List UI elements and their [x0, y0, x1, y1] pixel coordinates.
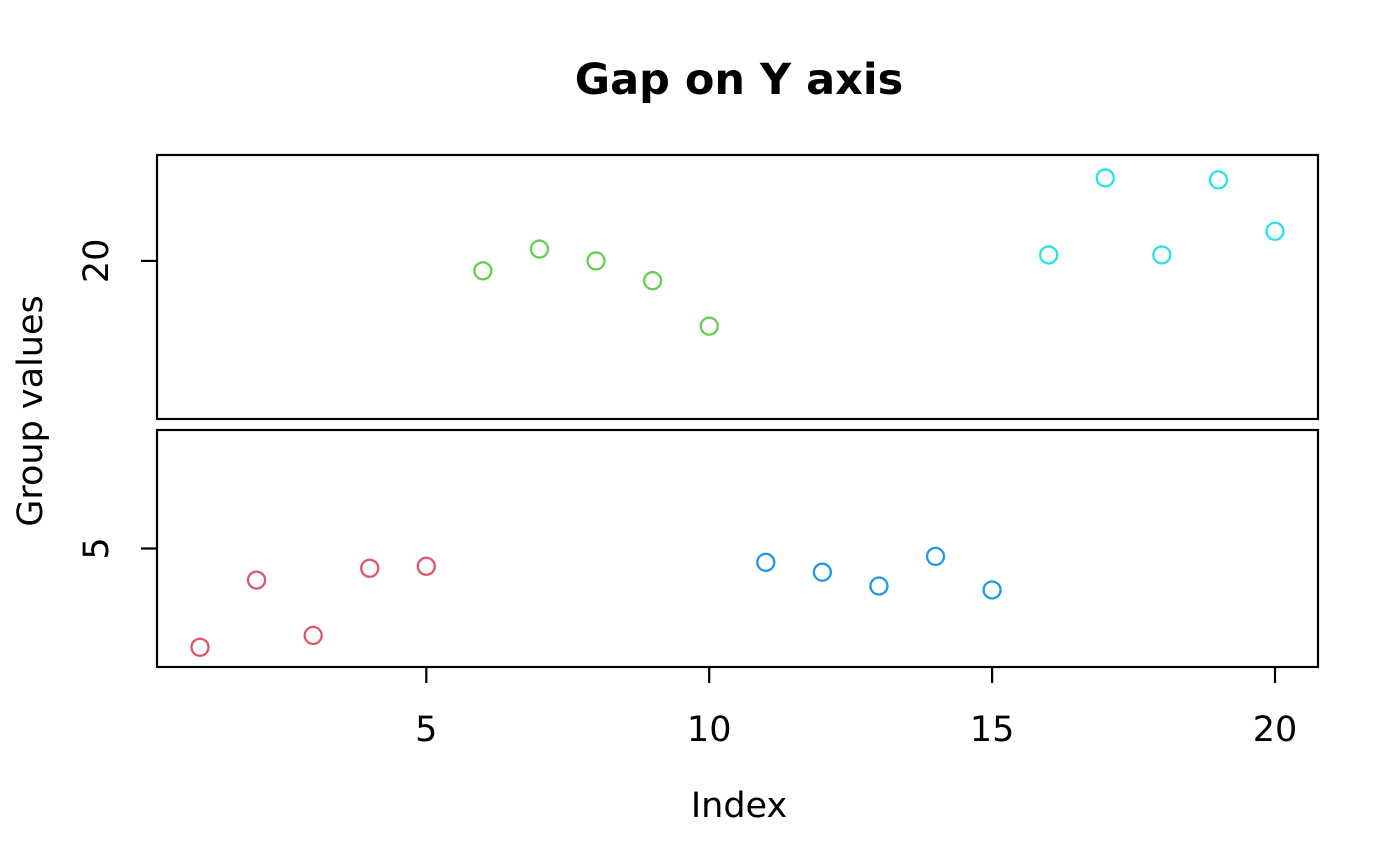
data-point-group-4: [1152, 245, 1172, 265]
data-point-group-3: [925, 546, 946, 567]
data-point-group-3: [869, 576, 889, 596]
top-panel-box: [155, 153, 1320, 421]
data-point-group-3: [756, 552, 776, 572]
data-point-group-1: [303, 625, 323, 646]
bottom-panel-box: [155, 428, 1320, 669]
data-point-group-1: [360, 558, 380, 578]
data-point-group-4: [1208, 170, 1229, 190]
x-tick-label: 10: [687, 710, 732, 750]
plot-layer: 5 10 15 20 20 5: [77, 153, 1320, 750]
data-point-group-1: [246, 570, 267, 590]
data-point-group-4: [1095, 168, 1115, 188]
data-point-group-2: [586, 251, 606, 271]
data-point-group-2: [529, 239, 550, 259]
data-point-group-3: [982, 580, 1002, 600]
y-tick-label: 5: [77, 537, 117, 559]
data-point-group-4: [1265, 221, 1285, 241]
data-point-group-3: [812, 562, 833, 582]
chart-title: Gap on Y axis: [575, 55, 903, 105]
x-axis-label: Index: [691, 786, 787, 826]
data-point-group-1: [416, 556, 436, 576]
data-point-group-4: [1039, 245, 1059, 265]
x-tick-label: 15: [970, 710, 1015, 750]
data-point-group-1: [190, 637, 210, 657]
y-axis-label: Group values: [11, 295, 51, 527]
x-tick-label: 20: [1253, 710, 1298, 750]
y-tick-label: 20: [77, 239, 117, 284]
data-point-group-2: [699, 316, 719, 336]
x-tick-label: 5: [415, 710, 437, 750]
data-point-group-2: [642, 271, 663, 291]
data-point-group-2: [473, 261, 493, 281]
